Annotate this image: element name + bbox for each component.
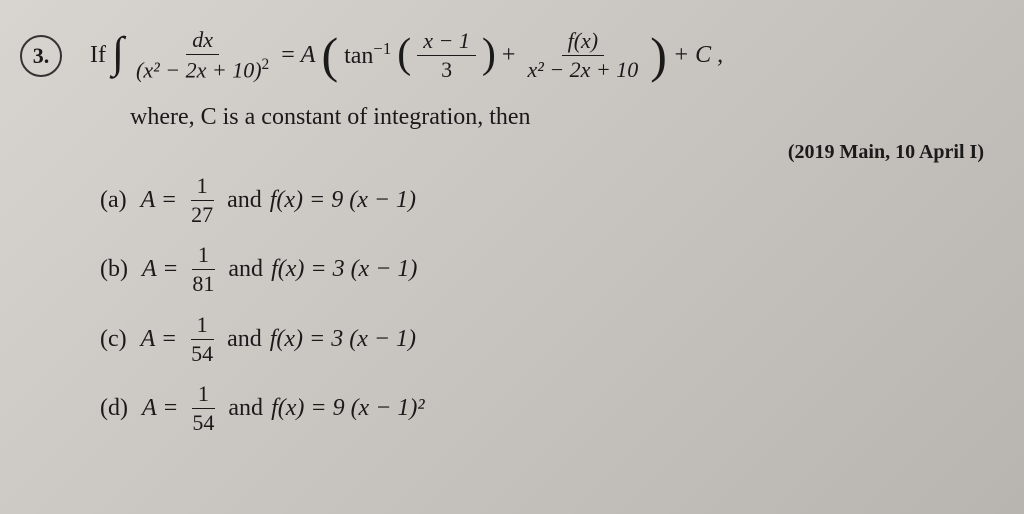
equals-sign: =: [281, 36, 295, 74]
prefix-text: If: [90, 36, 106, 74]
integrand-fraction: dx (x² − 2x + 10)2: [130, 28, 275, 83]
second-fraction: f(x) x² − 2x + 10: [521, 29, 644, 82]
option-d-fx: f(x) = 9 (x − 1)²: [271, 395, 425, 422]
option-a-Aeq: A =: [141, 187, 177, 214]
option-b-label: (b): [100, 256, 128, 283]
integrand-denominator: (x² − 2x + 10)2: [130, 55, 275, 83]
second-frac-num: f(x): [562, 29, 605, 56]
option-b-fraction: 1 81: [186, 243, 220, 296]
option-b-Aeq: A =: [142, 256, 178, 283]
coefficient-A: A: [301, 36, 316, 74]
integral-sign: ∫: [112, 18, 124, 88]
arctan-arg-num: x − 1: [417, 29, 476, 56]
option-d-label: (d): [100, 395, 128, 422]
arctan-arg-den: 3: [435, 56, 458, 82]
second-frac-den: x² − 2x + 10: [521, 56, 644, 82]
option-d: (d) A = 1 54 and f(x) = 9 (x − 1)²: [100, 382, 994, 435]
question-number-circle: 3.: [20, 35, 62, 77]
option-b-fx: f(x) = 3 (x − 1): [271, 256, 417, 283]
option-c-Aeq: A =: [141, 326, 177, 353]
integrand-numerator: dx: [186, 28, 219, 55]
option-c-fx: f(x) = 3 (x − 1): [270, 326, 416, 353]
options-list: (a) A = 1 27 and f(x) = 9 (x − 1) (b) A …: [100, 174, 994, 436]
option-b-and: and: [228, 256, 263, 283]
option-d-Aeq: A =: [142, 395, 178, 422]
option-d-and: and: [228, 395, 263, 422]
question-number: 3.: [33, 43, 50, 69]
source-reference: (2019 Main, 10 April I): [30, 141, 984, 164]
open-paren-inner: (: [397, 38, 411, 72]
option-b: (b) A = 1 81 and f(x) = 3 (x − 1): [100, 243, 994, 296]
plus-sign: +: [502, 36, 516, 74]
option-a-label: (a): [100, 187, 127, 214]
close-paren-outer: ): [650, 35, 667, 75]
arctan-arg-fraction: x − 1 3: [417, 29, 476, 82]
arctan-text: tan−1: [344, 36, 391, 75]
option-c-fraction: 1 54: [185, 313, 219, 366]
option-c-and: and: [227, 326, 262, 353]
close-paren-inner: ): [482, 38, 496, 72]
continuation-text: where, C is a constant of integration, t…: [130, 98, 994, 136]
option-a: (a) A = 1 27 and f(x) = 9 (x − 1): [100, 174, 994, 227]
equation: If ∫ dx (x² − 2x + 10)2 = A ( tan−1 ( x …: [90, 20, 994, 90]
tail-text: + C ,: [673, 36, 723, 74]
option-a-fx: f(x) = 9 (x − 1): [270, 187, 416, 214]
open-paren-outer: (: [321, 35, 338, 75]
option-d-fraction: 1 54: [186, 382, 220, 435]
option-a-fraction: 1 27: [185, 174, 219, 227]
option-c: (c) A = 1 54 and f(x) = 3 (x − 1): [100, 313, 994, 366]
question-stem: If ∫ dx (x² − 2x + 10)2 = A ( tan−1 ( x …: [90, 20, 994, 137]
option-c-label: (c): [100, 326, 127, 353]
option-a-and: and: [227, 187, 262, 214]
